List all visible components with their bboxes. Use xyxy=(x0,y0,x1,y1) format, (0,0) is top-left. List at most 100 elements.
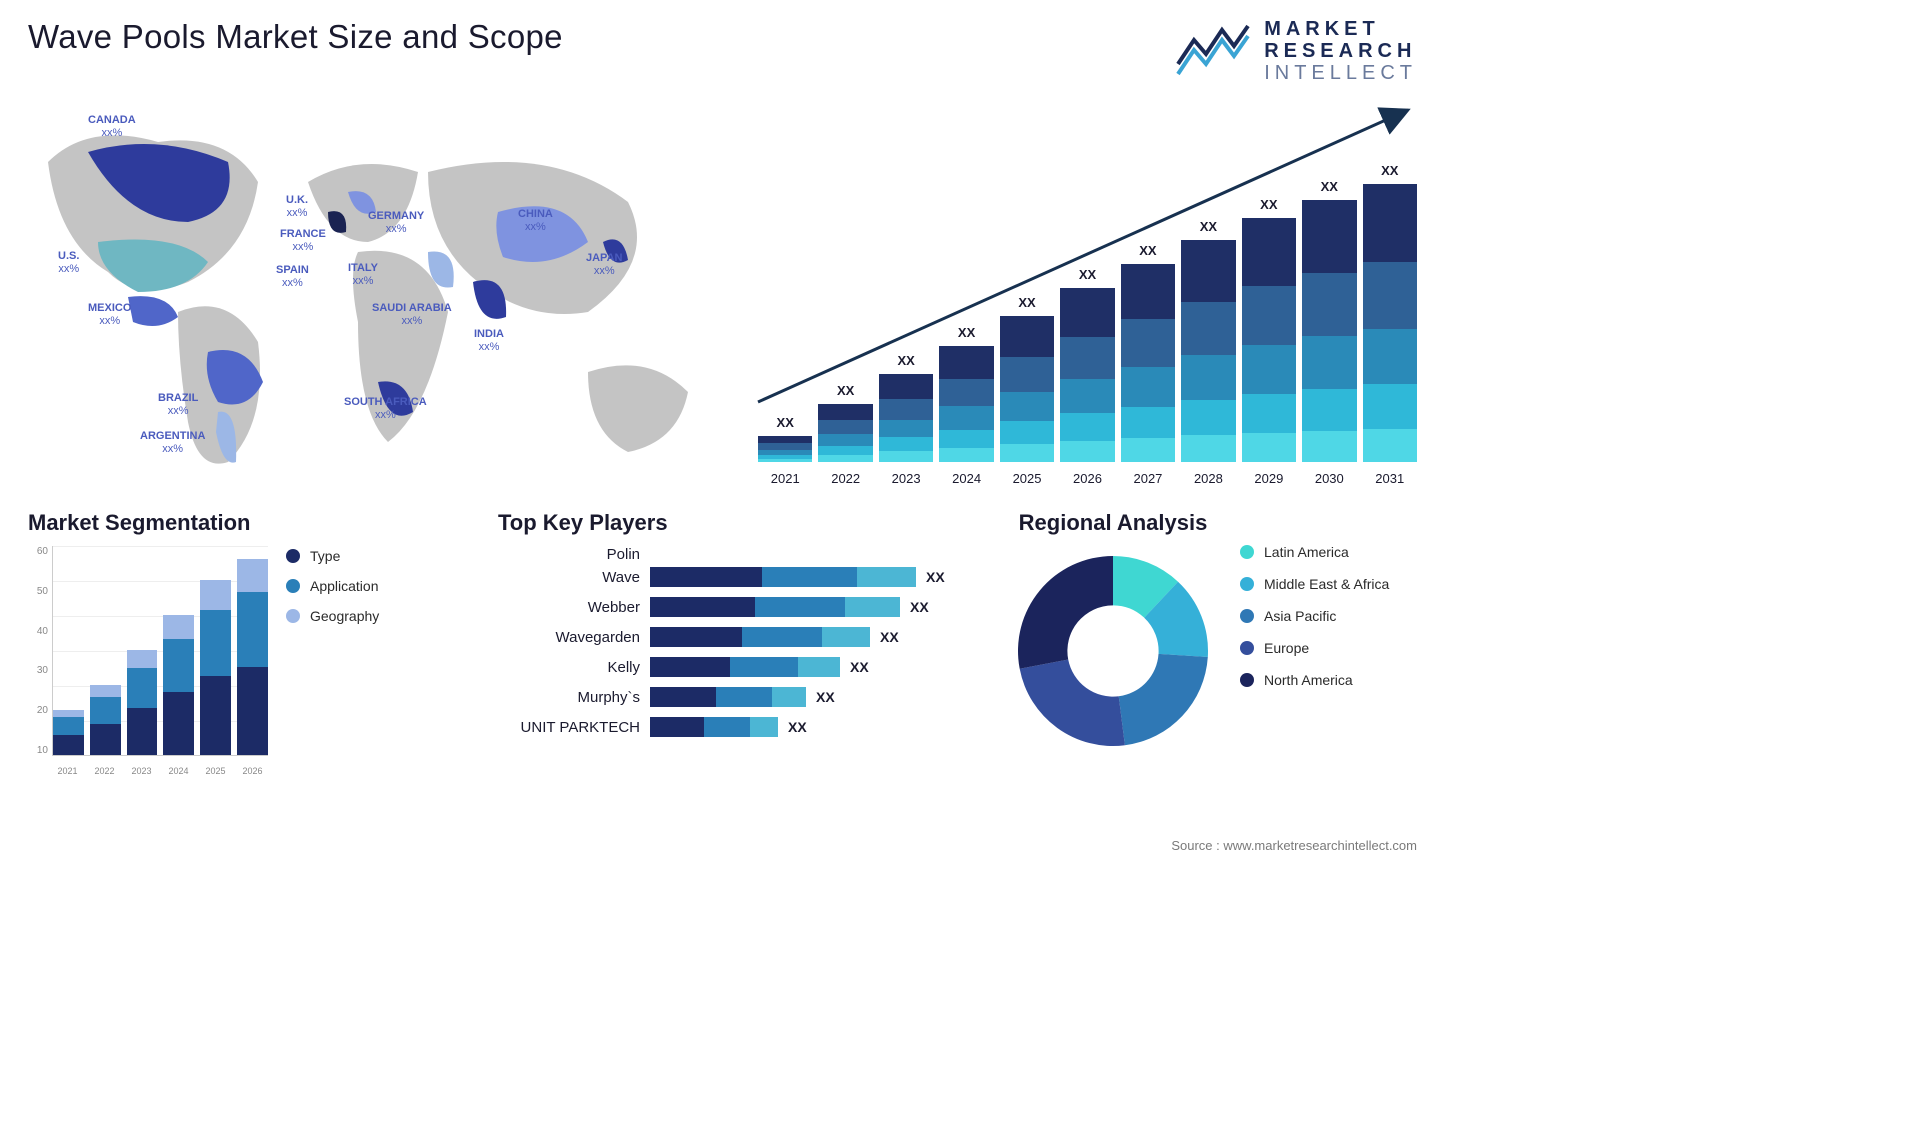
growth-seg xyxy=(818,455,872,462)
region-legend-latin-america: Latin America xyxy=(1240,544,1389,560)
growth-seg xyxy=(1060,413,1114,441)
growth-seg xyxy=(1181,240,1235,302)
growth-seg xyxy=(1121,264,1175,319)
growth-seg xyxy=(1302,273,1356,336)
legend-dot-icon xyxy=(1240,673,1254,687)
player-row-murphy-s: Murphy`sXX xyxy=(498,687,978,707)
growth-seg xyxy=(1242,394,1296,433)
legend-dot-icon xyxy=(286,549,300,563)
growth-bar-2028: XX xyxy=(1181,219,1235,462)
growth-seg xyxy=(1121,319,1175,367)
legend-dot-icon xyxy=(286,609,300,623)
growth-seg xyxy=(1363,384,1417,428)
map-label-spain: SPAINxx% xyxy=(276,264,309,289)
map-label-u.k.: U.K.xx% xyxy=(286,194,308,219)
growth-value-label: XX xyxy=(1321,179,1338,194)
player-row-wave: WaveXX xyxy=(498,567,978,587)
growth-seg xyxy=(1181,435,1235,462)
growth-bar-chart: XXXXXXXXXXXXXXXXXXXXXX 20212022202320242… xyxy=(758,92,1417,492)
growth-value-label: XX xyxy=(897,353,914,368)
map-label-france: FRANCExx% xyxy=(280,228,326,253)
growth-value-label: XX xyxy=(958,325,975,340)
map-svg xyxy=(28,92,728,492)
growth-seg xyxy=(1302,431,1356,462)
map-label-india: INDIAxx% xyxy=(474,328,504,353)
growth-seg xyxy=(1121,367,1175,407)
seg-bar-2023 xyxy=(127,650,158,755)
growth-year-label: 2028 xyxy=(1181,471,1235,486)
growth-value-label: XX xyxy=(1018,295,1035,310)
segmentation-title: Market Segmentation xyxy=(28,510,268,536)
growth-year-label: 2021 xyxy=(758,471,812,486)
growth-seg xyxy=(879,420,933,438)
map-label-italy: ITALYxx% xyxy=(348,262,378,287)
map-label-saudi-arabia: SAUDI ARABIAxx% xyxy=(372,302,452,327)
growth-year-label: 2024 xyxy=(939,471,993,486)
growth-seg xyxy=(939,379,993,407)
player-row-kelly: KellyXX xyxy=(498,657,978,677)
donut-slice-asia-pacific xyxy=(1119,654,1208,745)
growth-bar-2030: XX xyxy=(1302,179,1356,462)
growth-seg xyxy=(1060,379,1114,414)
growth-bar-2021: XX xyxy=(758,415,812,462)
growth-seg xyxy=(1242,218,1296,286)
growth-seg xyxy=(939,430,993,449)
growth-year-label: 2022 xyxy=(818,471,872,486)
growth-seg xyxy=(1302,200,1356,273)
player-polin: Polin xyxy=(498,546,640,563)
growth-seg xyxy=(1121,407,1175,439)
seg-bar-2026 xyxy=(237,559,268,755)
seg-bar-2022 xyxy=(90,685,121,755)
growth-seg xyxy=(1363,429,1417,462)
growth-seg xyxy=(1181,355,1235,399)
growth-seg xyxy=(939,346,993,378)
map-label-u.s.: U.S.xx% xyxy=(58,250,79,275)
growth-seg xyxy=(1121,438,1175,462)
player-row-wavegarden: WavegardenXX xyxy=(498,627,978,647)
growth-value-label: XX xyxy=(1139,243,1156,258)
growth-bar-2031: XX xyxy=(1363,163,1417,462)
growth-seg xyxy=(1242,345,1296,394)
region-legend-north-america: North America xyxy=(1240,672,1389,688)
map-label-argentina: ARGENTINAxx% xyxy=(140,430,205,455)
brand-logo: MARKET RESEARCH INTELLECT xyxy=(1176,18,1417,84)
growth-seg xyxy=(1363,262,1417,329)
map-label-brazil: BRAZILxx% xyxy=(158,392,198,417)
growth-year-label: 2027 xyxy=(1121,471,1175,486)
source-attribution: Source : www.marketresearchintellect.com xyxy=(1171,838,1417,853)
map-label-germany: GERMANYxx% xyxy=(368,210,424,235)
growth-seg xyxy=(879,374,933,399)
legend-dot-icon xyxy=(1240,609,1254,623)
growth-bar-2026: XX xyxy=(1060,267,1114,462)
logo-mark-icon xyxy=(1176,24,1250,78)
growth-value-label: XX xyxy=(1260,197,1277,212)
region-legend-asia-pacific: Asia Pacific xyxy=(1240,608,1389,624)
growth-seg xyxy=(1181,302,1235,355)
growth-seg xyxy=(818,446,872,455)
growth-value-label: XX xyxy=(1200,219,1217,234)
seg-bar-2021 xyxy=(53,710,84,755)
growth-seg xyxy=(1363,329,1417,385)
regional-donut-chart xyxy=(1008,546,1218,756)
logo-line3: INTELLECT xyxy=(1264,62,1417,84)
growth-seg xyxy=(758,436,812,443)
growth-year-label: 2031 xyxy=(1363,471,1417,486)
growth-seg xyxy=(1060,441,1114,462)
region-legend-europe: Europe xyxy=(1240,640,1389,656)
map-mexico xyxy=(128,296,178,326)
seg-legend-application: Application xyxy=(286,578,379,594)
growth-value-label: XX xyxy=(1381,163,1398,178)
growth-seg xyxy=(1242,433,1296,462)
growth-seg xyxy=(1363,184,1417,262)
map-label-canada: CANADAxx% xyxy=(88,114,136,139)
growth-seg xyxy=(818,404,872,420)
growth-seg xyxy=(1000,357,1054,392)
segmentation-chart: 605040302010 202120222023202420252026 xyxy=(28,546,268,776)
growth-seg xyxy=(1060,288,1114,337)
growth-seg xyxy=(1302,336,1356,388)
growth-seg xyxy=(818,434,872,446)
growth-seg xyxy=(1181,400,1235,436)
map-label-japan: JAPANxx% xyxy=(586,252,622,277)
legend-dot-icon xyxy=(1240,641,1254,655)
page-title: Wave Pools Market Size and Scope xyxy=(28,18,563,56)
